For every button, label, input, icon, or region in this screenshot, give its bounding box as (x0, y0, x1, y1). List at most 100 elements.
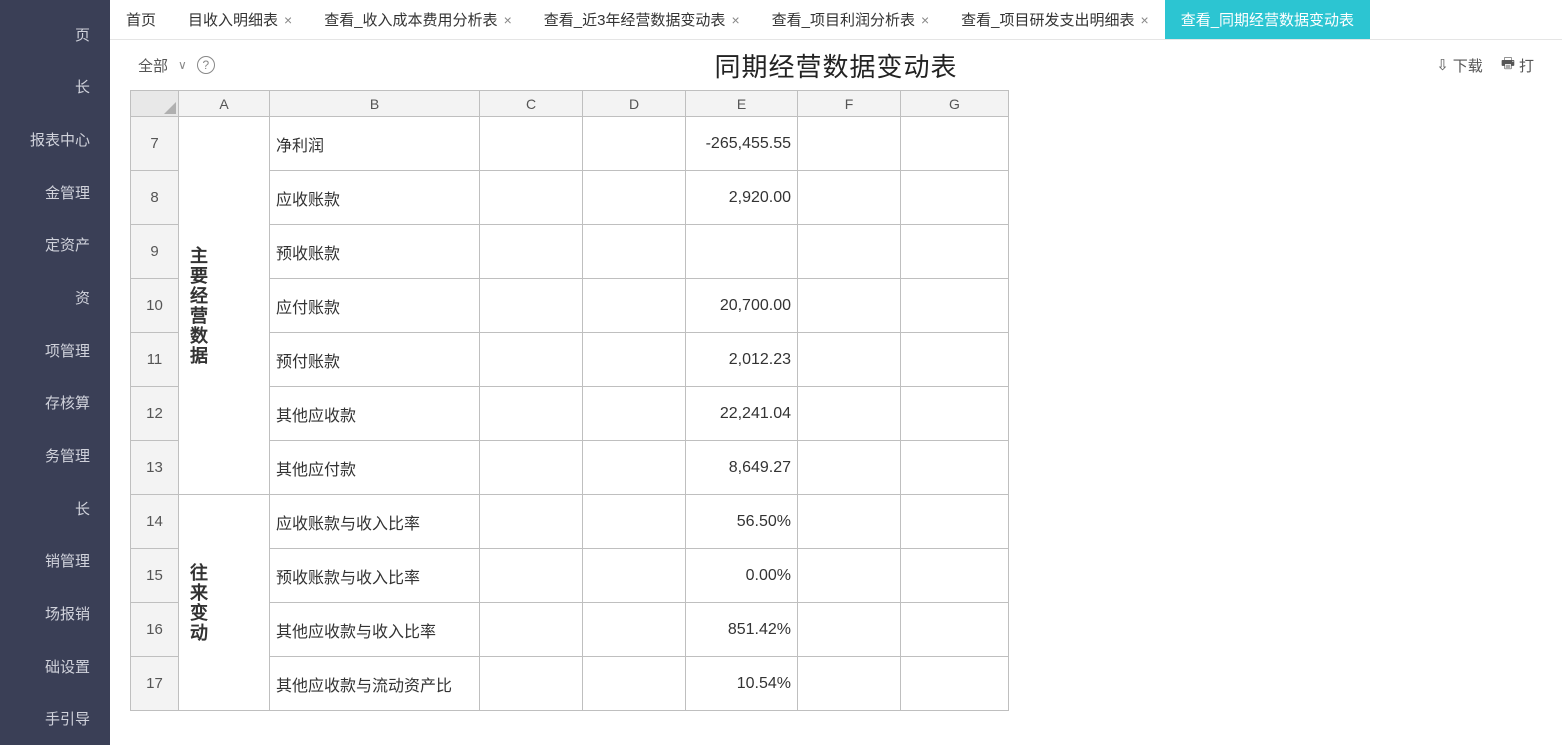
row-header[interactable]: 15 (131, 549, 179, 603)
sidebar-item-4[interactable]: 定资产 (0, 219, 110, 272)
cell-label[interactable]: 其他应收款 (270, 387, 480, 441)
tab-4[interactable]: 查看_项目利润分析表× (756, 0, 946, 40)
cell[interactable] (583, 387, 686, 441)
cell[interactable] (901, 333, 1009, 387)
cell[interactable] (798, 495, 901, 549)
select-all-corner[interactable] (131, 91, 179, 117)
sidebar-item-0[interactable]: 页 (0, 8, 110, 61)
cell[interactable] (798, 279, 901, 333)
cell-label[interactable]: 其他应付款 (270, 441, 480, 495)
sidebar-item-8[interactable]: 务管理 (0, 429, 110, 482)
cell[interactable] (583, 657, 686, 711)
close-icon[interactable]: × (921, 12, 929, 28)
cell-label[interactable]: 应收账款与收入比率 (270, 495, 480, 549)
tab-1[interactable]: 目收入明细表× (172, 0, 308, 40)
cell-value[interactable]: 56.50% (686, 495, 798, 549)
sidebar-item-7[interactable]: 存核算 (0, 376, 110, 429)
sidebar-item-3[interactable]: 金管理 (0, 166, 110, 219)
cell[interactable] (901, 171, 1009, 225)
row-header[interactable]: 11 (131, 333, 179, 387)
cell-value[interactable]: -265,455.55 (686, 117, 798, 171)
cell[interactable] (798, 657, 901, 711)
cell[interactable] (901, 495, 1009, 549)
cell[interactable] (480, 333, 583, 387)
cell[interactable] (901, 603, 1009, 657)
cell[interactable] (480, 549, 583, 603)
cell-value[interactable]: 10.54% (686, 657, 798, 711)
cell[interactable] (798, 117, 901, 171)
tab-2[interactable]: 查看_收入成本费用分析表× (308, 0, 528, 40)
cell[interactable] (583, 549, 686, 603)
col-header-A[interactable]: A (179, 91, 270, 117)
close-icon[interactable]: × (731, 12, 739, 28)
spreadsheet[interactable]: A B C D E F G 7主要经营数据净利润-265,455.558应收账款… (110, 90, 1562, 745)
cell-value[interactable]: 2,012.23 (686, 333, 798, 387)
cell[interactable] (480, 387, 583, 441)
sidebar-item-1[interactable]: 长 (0, 61, 110, 114)
tab-5[interactable]: 查看_项目研发支出明细表× (945, 0, 1165, 40)
close-icon[interactable]: × (504, 12, 512, 28)
cell[interactable] (901, 441, 1009, 495)
cell-value[interactable]: 0.00% (686, 549, 798, 603)
cell[interactable] (480, 657, 583, 711)
cell[interactable] (583, 495, 686, 549)
help-icon[interactable]: ? (197, 56, 215, 74)
cell[interactable] (583, 333, 686, 387)
cell[interactable] (798, 225, 901, 279)
print-button[interactable]: 🖶打 (1501, 53, 1534, 78)
row-header[interactable]: 12 (131, 387, 179, 441)
cell[interactable] (798, 603, 901, 657)
col-header-D[interactable]: D (583, 91, 686, 117)
cell[interactable] (901, 279, 1009, 333)
col-header-E[interactable]: E (686, 91, 798, 117)
row-header[interactable]: 8 (131, 171, 179, 225)
cell[interactable] (583, 117, 686, 171)
cell-value[interactable]: 20,700.00 (686, 279, 798, 333)
cell-label[interactable]: 预收账款 (270, 225, 480, 279)
cell[interactable] (798, 387, 901, 441)
cell[interactable] (583, 441, 686, 495)
cell-value[interactable]: 8,649.27 (686, 441, 798, 495)
cell-label[interactable]: 预收账款与收入比率 (270, 549, 480, 603)
cell[interactable] (583, 603, 686, 657)
col-header-F[interactable]: F (798, 91, 901, 117)
row-header[interactable]: 10 (131, 279, 179, 333)
cell[interactable] (480, 225, 583, 279)
tab-6[interactable]: 查看_同期经营数据变动表 (1165, 0, 1370, 40)
close-icon[interactable]: × (284, 12, 292, 28)
cell-label[interactable]: 其他应收款与收入比率 (270, 603, 480, 657)
cell-label[interactable]: 其他应收款与流动资产比 (270, 657, 480, 711)
sidebar-item-2[interactable]: 报表中心 (0, 113, 110, 166)
row-header[interactable]: 13 (131, 441, 179, 495)
cell[interactable] (583, 225, 686, 279)
cell-value[interactable] (686, 225, 798, 279)
cell-label[interactable]: 预付账款 (270, 333, 480, 387)
sidebar-item-11[interactable]: 场报销 (0, 587, 110, 640)
row-header[interactable]: 7 (131, 117, 179, 171)
sidebar-item-5[interactable]: 资 (0, 271, 110, 324)
cell[interactable] (583, 171, 686, 225)
sidebar-item-13[interactable]: 手引导 (0, 692, 110, 745)
cell[interactable] (901, 225, 1009, 279)
tab-3[interactable]: 查看_近3年经营数据变动表× (528, 0, 756, 40)
cell[interactable] (798, 333, 901, 387)
row-header[interactable]: 16 (131, 603, 179, 657)
download-button[interactable]: ⇩下载 (1436, 53, 1483, 78)
cell[interactable] (901, 117, 1009, 171)
cell[interactable] (480, 279, 583, 333)
cell[interactable] (480, 171, 583, 225)
cell-value[interactable]: 851.42% (686, 603, 798, 657)
row-header[interactable]: 17 (131, 657, 179, 711)
cell-label[interactable]: 应付账款 (270, 279, 480, 333)
cell[interactable] (480, 117, 583, 171)
cell[interactable] (901, 657, 1009, 711)
cell-value[interactable]: 22,241.04 (686, 387, 798, 441)
col-header-G[interactable]: G (901, 91, 1009, 117)
cell[interactable] (480, 441, 583, 495)
sidebar-item-9[interactable]: 长 (0, 482, 110, 535)
row-header[interactable]: 14 (131, 495, 179, 549)
cell[interactable] (901, 387, 1009, 441)
sidebar-item-6[interactable]: 项管理 (0, 324, 110, 377)
close-icon[interactable]: × (1141, 12, 1149, 28)
col-header-B[interactable]: B (270, 91, 480, 117)
